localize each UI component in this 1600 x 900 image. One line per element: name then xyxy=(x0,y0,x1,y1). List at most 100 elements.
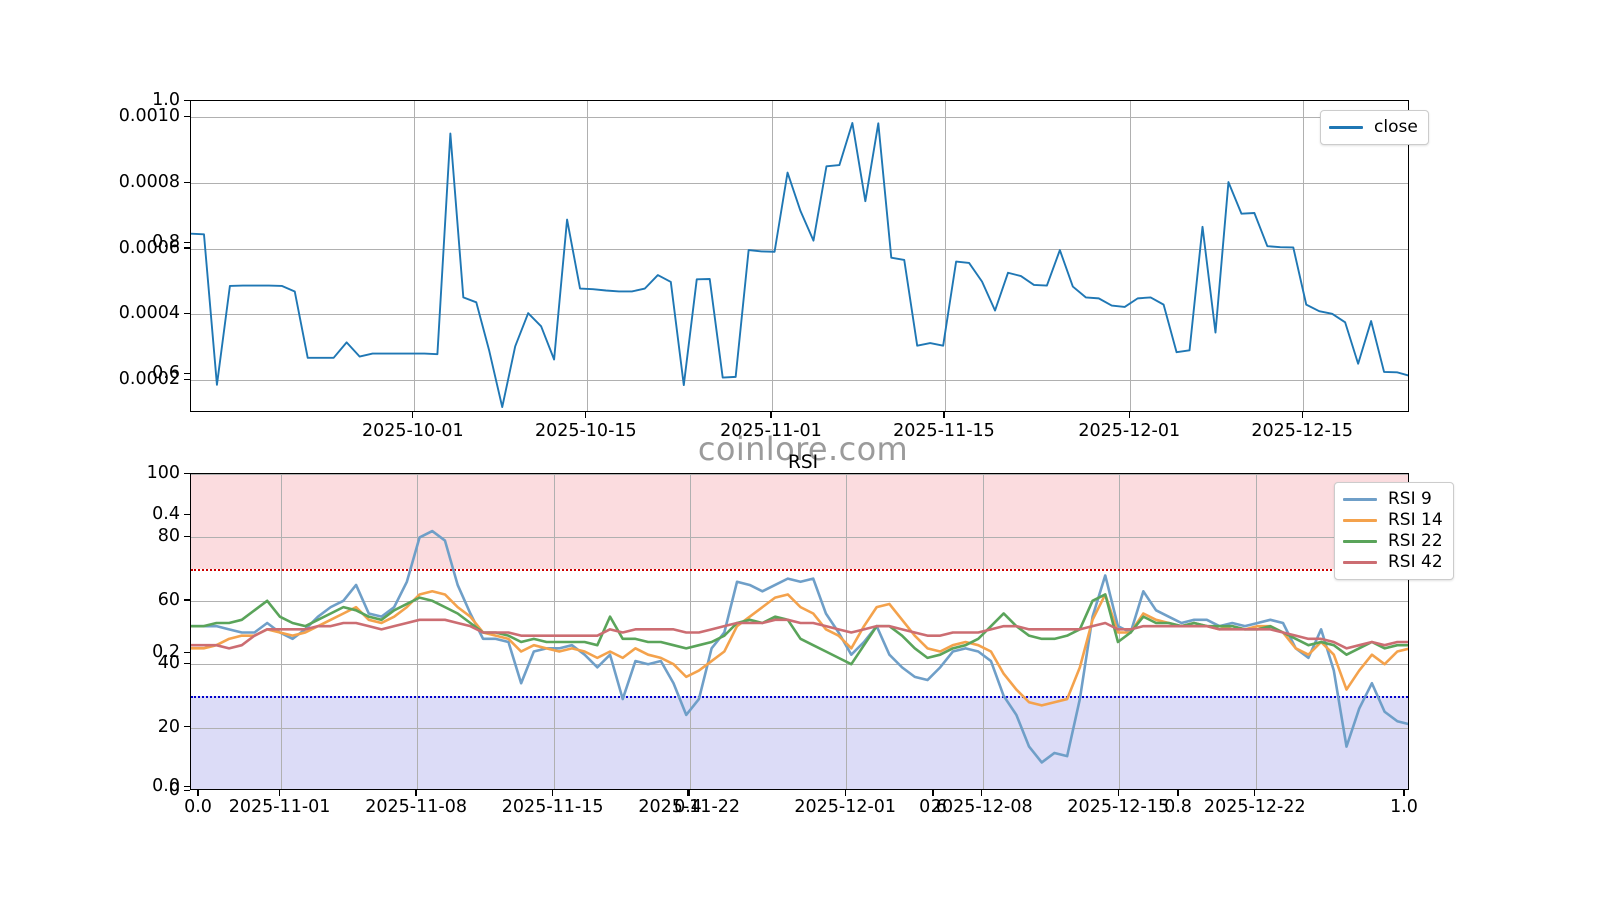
y-axis-tick-label: 60 xyxy=(157,589,180,610)
x-axis-tick-mark xyxy=(585,412,587,418)
x-axis-tick-label: 2025-11-15 xyxy=(501,797,604,817)
x-axis-tick-mark xyxy=(981,790,983,796)
y-axis-overlay-tick-label: 1.0 xyxy=(152,90,180,110)
gridline-horizontal xyxy=(191,664,1408,666)
overbought-threshold-line xyxy=(191,569,1408,572)
gridline-horizontal xyxy=(191,537,1408,539)
x-axis-tick-mark xyxy=(770,412,772,418)
y-axis-tick-label: 0.0010 xyxy=(118,106,180,127)
gridline-horizontal xyxy=(191,474,1408,475)
x-axis-tick-mark xyxy=(552,790,554,796)
y-axis-overlay-tick-mark xyxy=(184,785,190,787)
oversold-band xyxy=(191,695,1408,789)
rsi-chart-axes xyxy=(190,473,1409,790)
x-axis-tick-label: 2025-11-01 xyxy=(720,421,822,441)
x-axis-tick-mark xyxy=(412,412,414,418)
rsi-line-rsi-14 xyxy=(191,589,1408,707)
rsi-chart-title: RSI xyxy=(787,452,819,473)
legend-color-swatch xyxy=(1343,539,1377,544)
gridline-vertical xyxy=(771,101,773,411)
x-axis-tick-label: 2025-12-15 xyxy=(1067,797,1170,817)
x-axis-tick-label: 2025-11-22 xyxy=(638,797,741,817)
y-axis-overlay-tick-label: 0.0 xyxy=(152,776,180,796)
y-axis-tick-label: 0 xyxy=(168,780,180,800)
y-axis-tick-label: 0.0002 xyxy=(118,369,180,390)
legend-item: RSI 14 xyxy=(1343,510,1443,531)
x-axis-tick-mark xyxy=(415,790,417,796)
legend-color-swatch xyxy=(1329,125,1363,130)
x-axis-tick-label: 2025-11-01 xyxy=(228,797,331,817)
y-axis-overlay-tick-mark xyxy=(184,99,190,101)
gridline-horizontal xyxy=(191,380,1408,382)
y-axis-overlay-tick-mark xyxy=(184,372,190,374)
x-axis-tick-label: 2025-12-01 xyxy=(1078,421,1181,441)
x-axis-overlay-tick-mark xyxy=(932,790,934,796)
y-axis-tick-mark xyxy=(184,115,190,118)
y-axis-tick-label: 0.0008 xyxy=(118,172,180,193)
x-axis-overlay-tick-mark xyxy=(687,790,689,796)
x-axis-tick-label: 2025-12-08 xyxy=(930,797,1033,817)
x-axis-tick-mark xyxy=(688,790,690,796)
gridline-vertical xyxy=(944,101,946,411)
close-price-line xyxy=(191,122,1408,409)
gridline-horizontal xyxy=(191,248,1408,250)
x-axis-tick-label: 2025-12-22 xyxy=(1203,797,1306,817)
y-axis-tick-label: 0.0006 xyxy=(118,237,180,258)
oversold-threshold-line xyxy=(191,695,1408,698)
x-axis-overlay-tick-mark xyxy=(1177,790,1179,796)
gridline-vertical xyxy=(1255,474,1257,789)
x-axis-overlay-tick-label: 0.4 xyxy=(674,797,702,817)
rsi-line-rsi-9 xyxy=(191,529,1408,764)
gridline-horizontal xyxy=(191,314,1408,316)
x-axis-tick-label: 2025-12-01 xyxy=(794,797,897,817)
y-axis-tick-mark xyxy=(184,181,190,183)
x-axis-overlay-tick-label: 0.0 xyxy=(184,797,212,817)
x-axis-overlay-tick-label: 0.6 xyxy=(919,797,947,817)
gridline-vertical xyxy=(417,474,419,789)
x-axis-tick-mark xyxy=(844,790,846,796)
gridline-horizontal xyxy=(191,117,1408,119)
overbought-band xyxy=(191,474,1408,570)
x-axis-overlay-tick-mark xyxy=(197,790,199,796)
gridline-vertical xyxy=(1303,101,1305,411)
legend-color-swatch xyxy=(1343,518,1377,523)
watermark: coinlore.com xyxy=(697,430,909,468)
legend-item-label: RSI 42 xyxy=(1388,552,1443,572)
legend-item-label: RSI 9 xyxy=(1388,489,1432,509)
y-axis-tick-mark xyxy=(184,312,190,315)
y-axis-tick-mark xyxy=(184,726,190,728)
y-axis-tick-label: 0.0004 xyxy=(118,303,180,324)
gridline-vertical xyxy=(553,474,555,789)
y-axis-tick-mark xyxy=(184,247,190,249)
price-legend: close xyxy=(1320,110,1429,145)
gridline-vertical xyxy=(413,101,415,411)
y-axis-tick-label: 20 xyxy=(157,716,180,737)
x-axis-tick-mark xyxy=(1128,412,1130,418)
x-axis-overlay-tick-mark xyxy=(1403,790,1405,796)
y-axis-tick-mark xyxy=(184,789,190,791)
y-axis-tick-mark xyxy=(184,535,190,538)
legend-item: RSI 42 xyxy=(1343,552,1443,573)
y-axis-tick-mark xyxy=(184,662,190,664)
legend-item: close xyxy=(1329,117,1418,138)
x-axis-tick-label: 2025-10-01 xyxy=(361,421,464,441)
price-chart-axes xyxy=(190,100,1409,412)
y-axis-overlay-tick-label: 0.4 xyxy=(152,504,180,524)
y-axis-tick-label: 80 xyxy=(157,526,180,547)
gridline-vertical xyxy=(586,101,588,411)
legend-color-swatch xyxy=(1343,560,1377,565)
gridline-horizontal xyxy=(191,727,1408,729)
x-axis-tick-label: 2025-12-15 xyxy=(1251,421,1354,441)
legend-color-swatch xyxy=(1343,497,1377,502)
legend-item-label: RSI 14 xyxy=(1388,510,1443,530)
y-axis-tick-label: 100 xyxy=(146,463,180,483)
x-axis-tick-label: 2025-10-15 xyxy=(534,421,637,441)
legend-item-label: close xyxy=(1374,117,1418,137)
x-axis-tick-mark xyxy=(278,790,281,796)
rsi-legend: RSI 9 RSI 14 RSI 22 RSI 42 xyxy=(1334,482,1454,580)
x-axis-tick-label: 2025-11-15 xyxy=(893,421,995,441)
x-axis-tick-label: 2025-11-08 xyxy=(365,797,467,817)
x-axis-overlay-tick-label: 1.0 xyxy=(1390,797,1418,817)
y-axis-overlay-tick-label: 0.2 xyxy=(152,642,180,662)
legend-item-label: RSI 22 xyxy=(1388,531,1443,551)
